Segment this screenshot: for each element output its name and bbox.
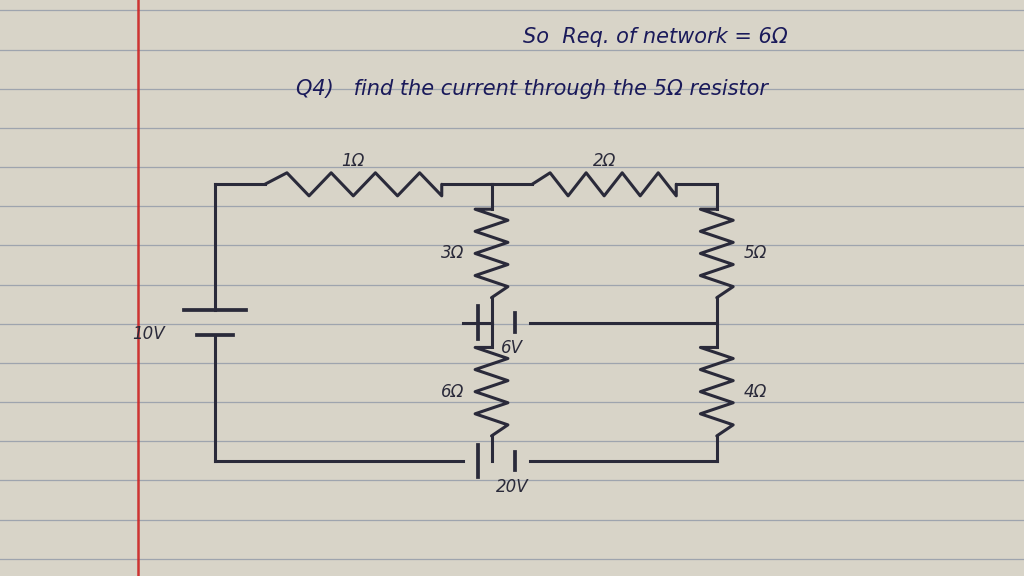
Text: 5Ω: 5Ω [744,244,767,263]
Text: 6V: 6V [501,339,523,358]
Text: 4Ω: 4Ω [744,382,767,401]
Text: 6Ω: 6Ω [441,382,464,401]
Text: So  Req. of network = 6Ω: So Req. of network = 6Ω [523,28,787,47]
Text: 20V: 20V [496,478,528,496]
Text: 1Ω: 1Ω [342,152,365,170]
Text: 10V: 10V [132,325,165,343]
Text: 2Ω: 2Ω [593,152,615,170]
Text: Q4)   find the current through the 5Ω resistor: Q4) find the current through the 5Ω resi… [297,79,768,99]
Text: 3Ω: 3Ω [441,244,464,263]
